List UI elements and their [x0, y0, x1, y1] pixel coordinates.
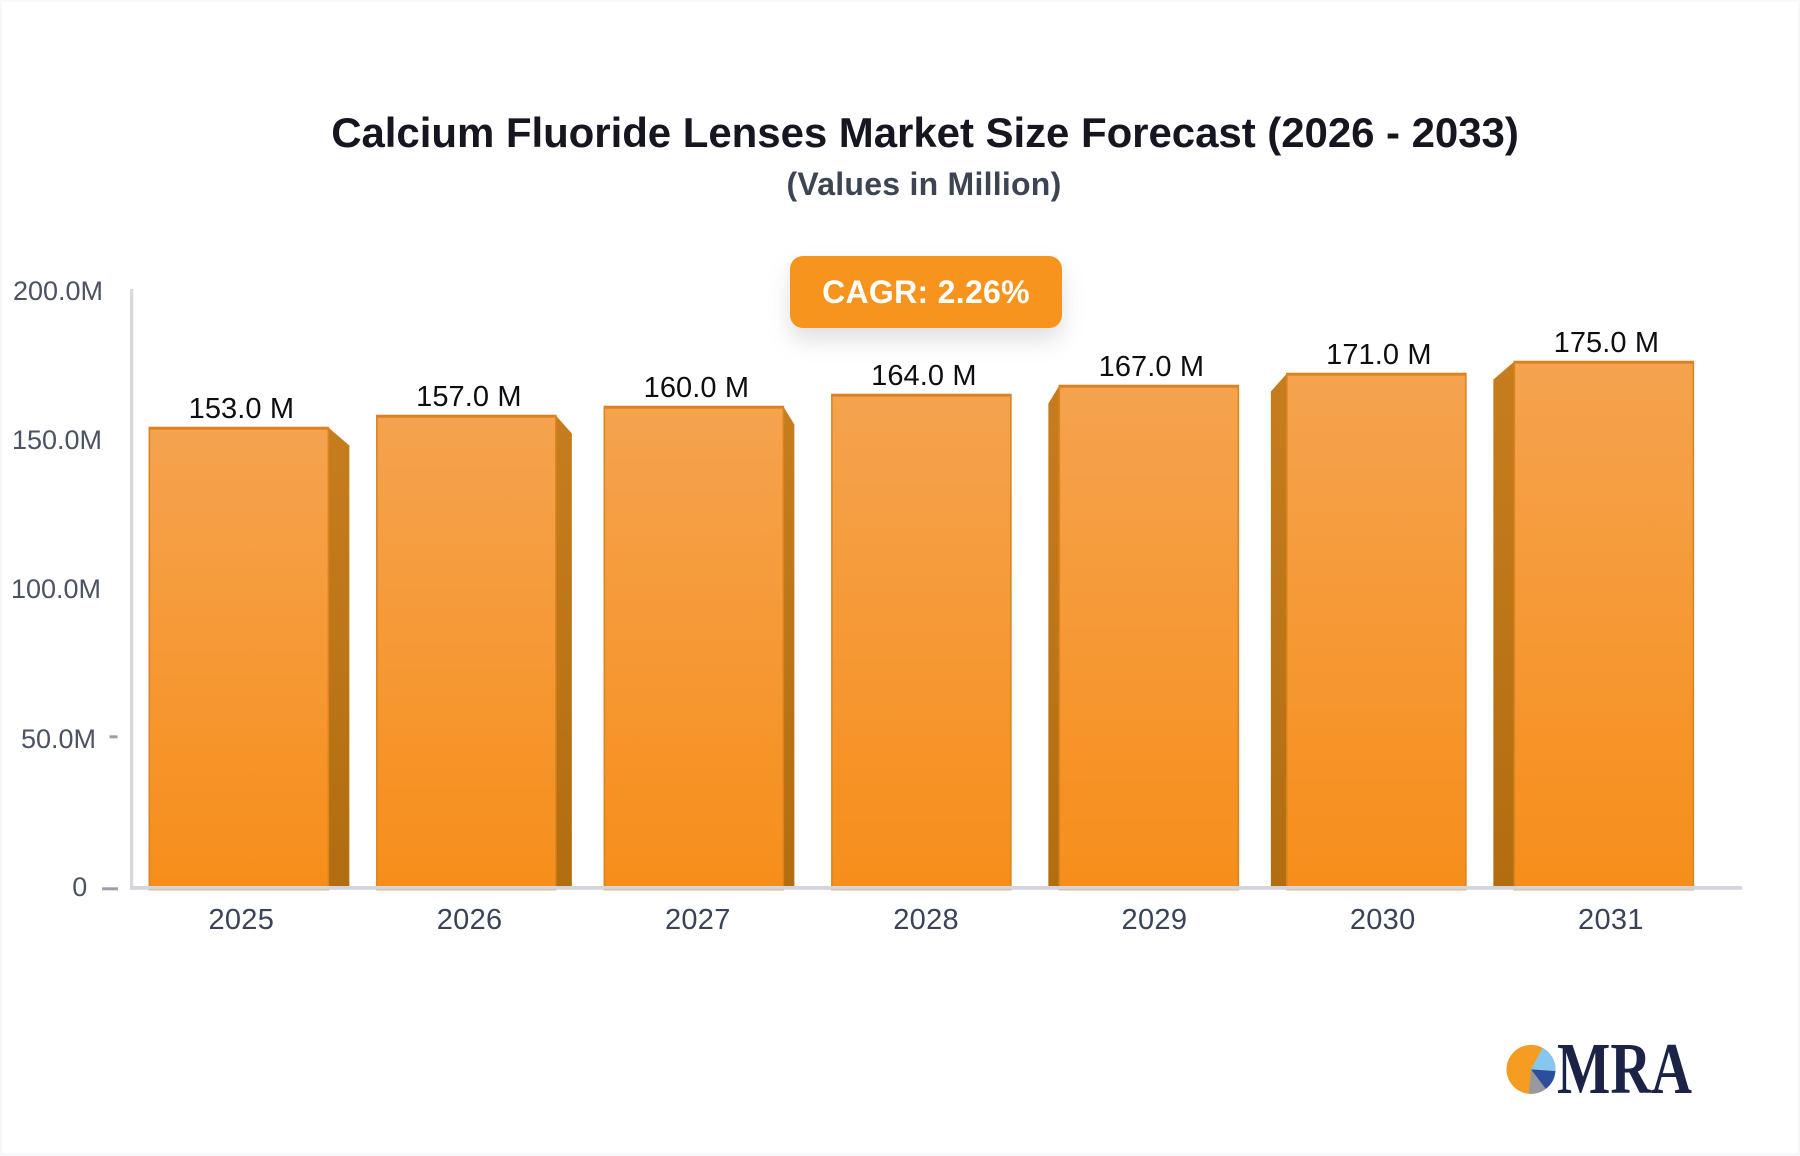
svg-text:MRA: MRA [1557, 1028, 1692, 1109]
